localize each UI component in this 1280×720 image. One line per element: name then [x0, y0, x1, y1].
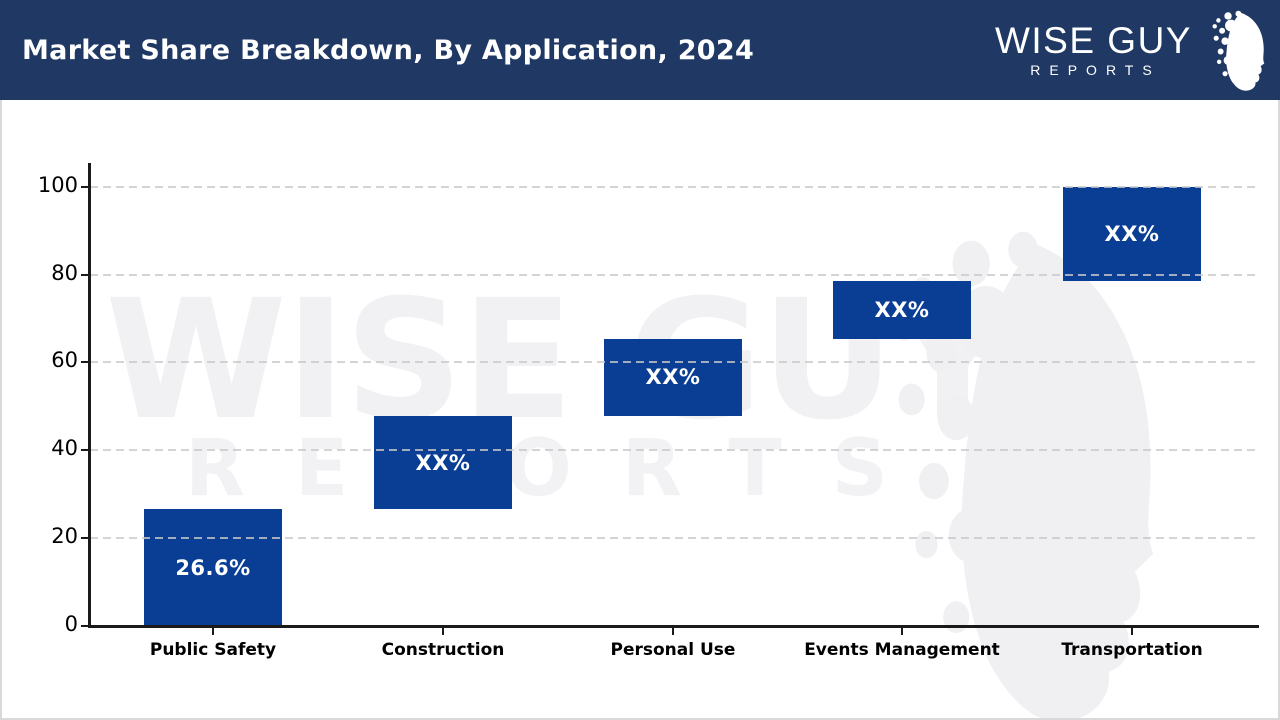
x-tick-label: Construction	[381, 640, 505, 660]
y-tick-mark	[81, 273, 88, 276]
chart-canvas: WISE GUY REPORTS 0 20 40 60 80 100 26.6% Public…	[0, 100, 1280, 720]
y-tick-mark	[81, 185, 88, 188]
y-tick-label: 20	[51, 524, 78, 549]
plot-area: 0 20 40 60 80 100 26.6% Public Safety XX% Constru…	[2, 100, 1278, 718]
bar-value-label: XX%	[415, 450, 471, 475]
logo-face-icon	[1212, 10, 1265, 91]
x-tick-mark	[1131, 628, 1133, 635]
x-axis-spine	[88, 625, 1259, 628]
y-tick-label: 0	[64, 612, 78, 636]
gridline	[90, 449, 1259, 452]
y-tick-mark	[81, 361, 88, 364]
page-title: Market Share Breakdown, By Application, …	[22, 34, 755, 66]
bar-personal-use: XX%	[604, 338, 742, 416]
watermark-face	[893, 231, 1154, 718]
header-bar: Market Share Breakdown, By Application, …	[0, 0, 1280, 100]
gridline	[90, 185, 1259, 188]
y-tick-label: 60	[51, 348, 78, 373]
bar-value-label: XX%	[645, 365, 701, 390]
y-axis-spine	[88, 163, 91, 628]
bar-public-safety: 26.6%	[144, 509, 282, 626]
y-tick-label: 100	[37, 172, 78, 197]
bar-events-management: XX%	[833, 280, 971, 339]
bar-value-label: XX%	[1104, 221, 1160, 246]
logo-brand-text: WISE GUY	[994, 20, 1192, 61]
x-tick-mark	[212, 628, 214, 635]
x-tick-label: Transportation	[1061, 640, 1203, 660]
x-tick-label: Public Safety	[149, 640, 277, 660]
x-tick-label: Events Management	[804, 640, 1000, 660]
logo-text-block: WISE GUY REPORTS	[995, 22, 1192, 78]
y-tick-label: 80	[51, 260, 78, 285]
x-tick-mark	[442, 628, 444, 635]
logo-sub-text: REPORTS	[1030, 62, 1161, 78]
y-tick-mark	[81, 449, 88, 452]
x-tick-mark	[672, 628, 674, 635]
bar-value-label: 26.6%	[175, 555, 251, 580]
gridline	[90, 537, 1259, 540]
y-tick-mark	[81, 537, 88, 540]
gridline	[90, 361, 1259, 364]
bar-transportation: XX%	[1063, 186, 1201, 281]
y-tick-mark	[81, 625, 88, 627]
x-tick-label: Personal Use	[610, 640, 736, 660]
bar-construction: XX%	[374, 416, 512, 510]
gridline	[90, 273, 1259, 276]
bar-value-label: XX%	[874, 297, 930, 322]
brand-logo: WISE GUY REPORTS	[995, 8, 1280, 92]
x-tick-mark	[901, 628, 903, 635]
y-tick-label: 40	[51, 436, 78, 461]
watermark-reports-text: REPORTS	[185, 424, 938, 514]
